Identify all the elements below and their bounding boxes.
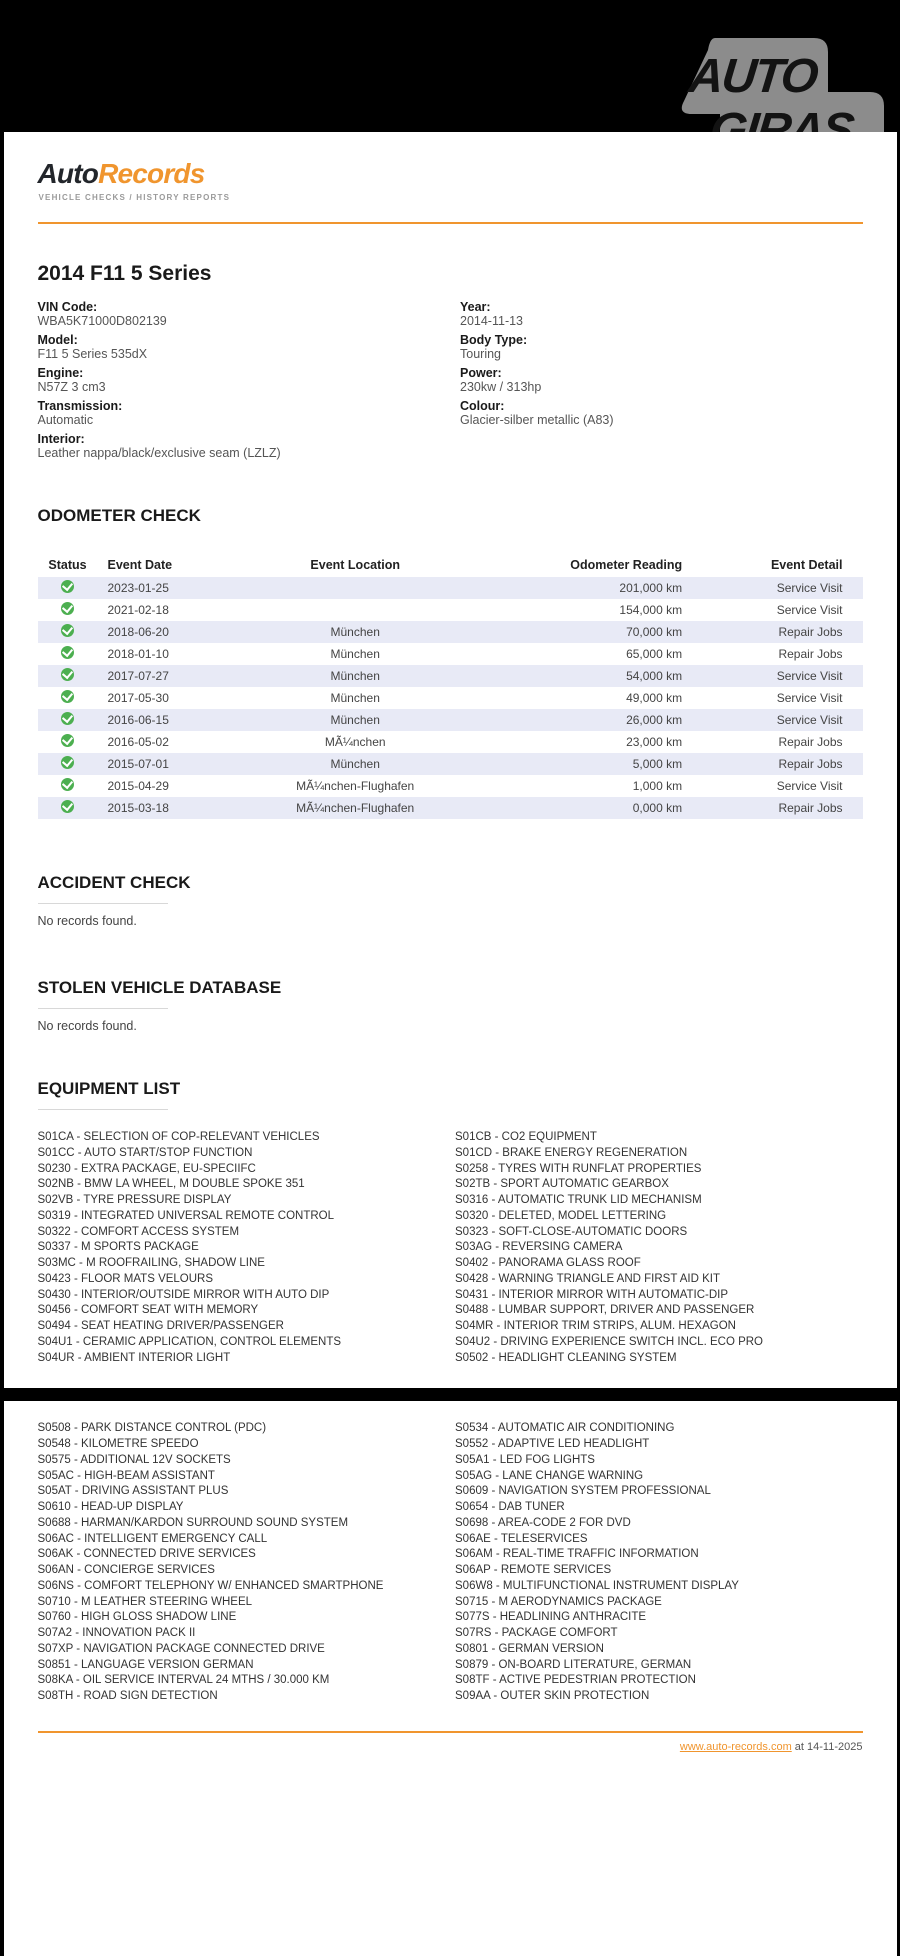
- svg-text:GIRAS: GIRAS: [707, 103, 857, 132]
- svg-text:AUTO: AUTO: [685, 49, 820, 103]
